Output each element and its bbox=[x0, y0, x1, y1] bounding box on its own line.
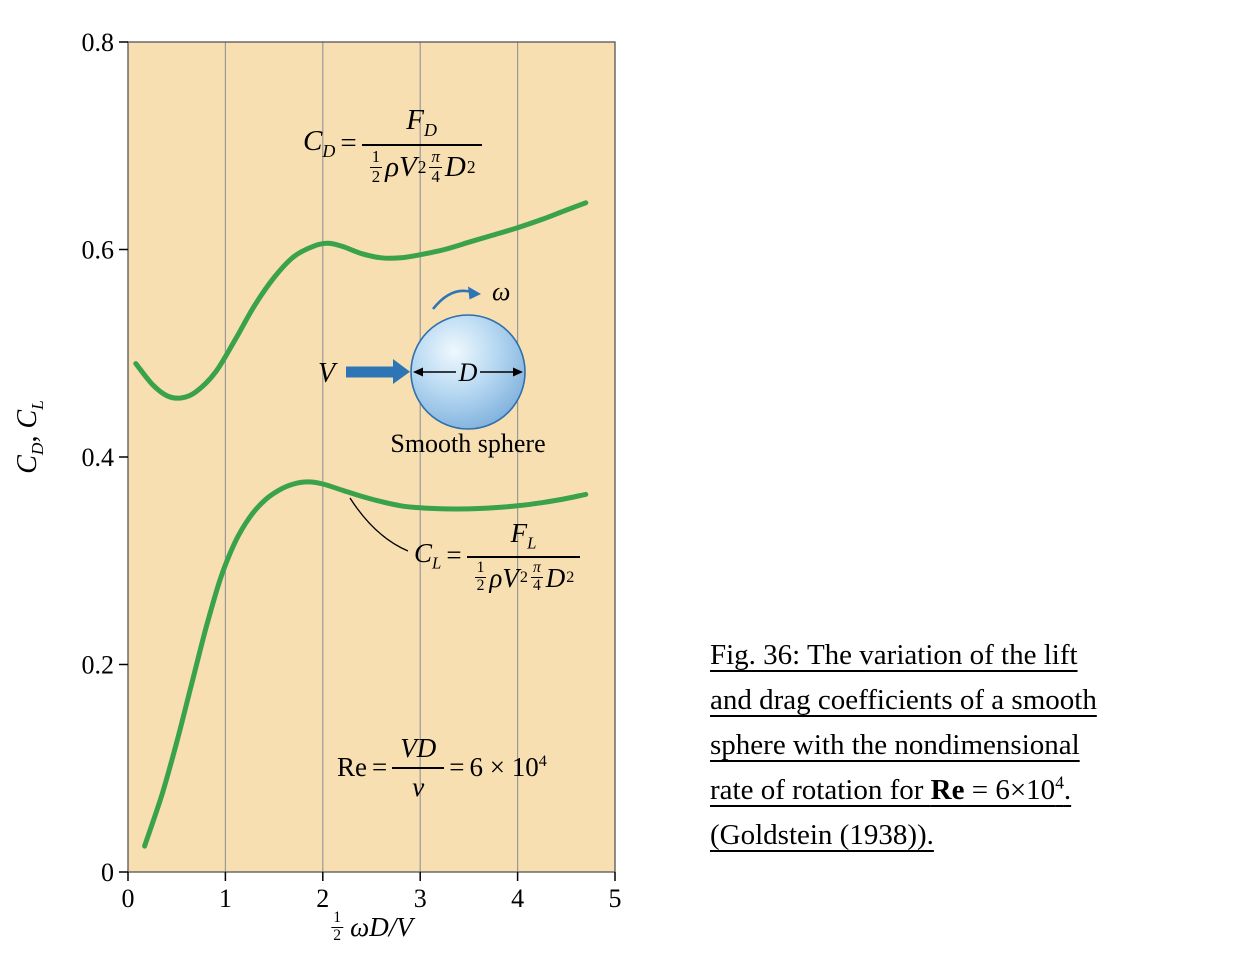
d-arrowhead-right-icon bbox=[513, 367, 523, 377]
caption-line-1: Fig. 36: The variation of the lift bbox=[710, 639, 1078, 671]
y-tick-label-0.6: 0.6 bbox=[82, 236, 115, 265]
lift-drag-chart: 0 1 2 3 4 500.20.40.60.8 bbox=[82, 28, 622, 913]
omega-arrowhead-icon bbox=[468, 286, 481, 300]
sphere bbox=[410, 314, 526, 430]
y-axis-label: CD, CL bbox=[12, 400, 47, 474]
equals-sign: = bbox=[372, 751, 388, 782]
equals-sign: = bbox=[449, 751, 465, 782]
caption-line-4: rate of rotation for Re = 6×104. bbox=[710, 772, 1072, 806]
re-symbol: Re bbox=[337, 751, 367, 782]
x-tick-label-0: 0 bbox=[122, 884, 135, 913]
x-tick-label-4: 4 bbox=[511, 884, 524, 913]
cl-symbol: C bbox=[414, 537, 433, 568]
omega-label: ω bbox=[492, 277, 510, 306]
caption-line-5: (Goldstein (1938)). bbox=[710, 818, 934, 851]
plot-area bbox=[128, 42, 615, 872]
caption-line-3: sphere with the nondimensional bbox=[710, 728, 1080, 761]
cl-curve bbox=[142, 479, 589, 849]
v-arrowhead-icon bbox=[393, 359, 410, 384]
x-tick-label-1: 1 bbox=[219, 884, 232, 913]
reynolds-annotation: Re = VD ν = 6 × 104 bbox=[337, 731, 547, 804]
re-fraction: VD ν bbox=[392, 731, 445, 804]
equals-sign: = bbox=[446, 540, 462, 571]
x-tick-label-2: 2 bbox=[316, 884, 329, 913]
v-label: V bbox=[318, 358, 338, 389]
omega-rotation-arrow bbox=[431, 289, 473, 310]
d-label: D bbox=[458, 358, 478, 387]
v-arrow-shaft bbox=[346, 366, 393, 378]
y-tick-label-0.4: 0.4 bbox=[82, 443, 115, 472]
x-tick-label-3: 3 bbox=[414, 884, 427, 913]
sphere-illustration: D V ω Smooth sphere bbox=[300, 262, 570, 467]
y-tick-label-0: 0 bbox=[101, 858, 114, 887]
y-tick-label-0.8: 0.8 bbox=[82, 28, 115, 57]
cd-curve bbox=[133, 200, 589, 401]
smooth-sphere-label: Smooth sphere bbox=[390, 429, 545, 458]
d-arrowhead-left-icon bbox=[413, 367, 423, 377]
figure-caption: Fig. 36: The variation of the lift and d… bbox=[710, 633, 1097, 858]
cl-pointer-line bbox=[349, 497, 409, 552]
x-tick-label-5: 5 bbox=[609, 884, 622, 913]
equals-sign: = bbox=[340, 127, 357, 160]
y-tick-label-0.2: 0.2 bbox=[82, 651, 115, 680]
caption-line-2: and drag coefficients of a smooth bbox=[710, 683, 1097, 716]
cd-symbol: C bbox=[303, 125, 323, 158]
